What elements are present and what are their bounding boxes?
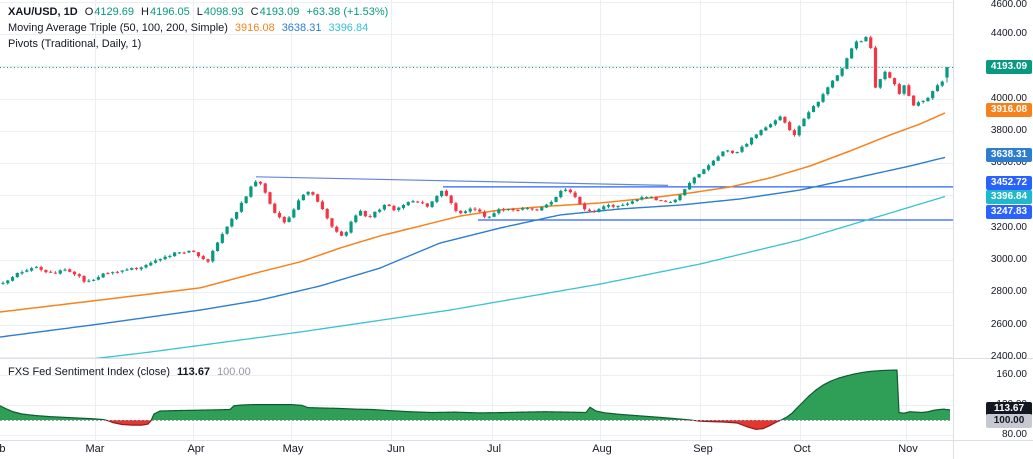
sentiment-baseline-value: 100.00: [217, 366, 251, 378]
sentiment-tick-label: 160.00: [996, 369, 1027, 380]
low-label: L: [196, 6, 203, 18]
open-label: O: [84, 6, 94, 18]
ohlc-close: C 4193.09: [251, 6, 300, 18]
price-tick-label: 3000.00: [990, 254, 1027, 265]
month-label: Jun: [387, 443, 405, 455]
pivots-indicator-title: Pivots (Traditional, Daily, 1): [8, 38, 142, 50]
sentiment-legend-row[interactable]: FXS Fed Sentiment Index (close) 113.67 1…: [8, 364, 251, 380]
ma100-value: 3638.31: [281, 22, 322, 34]
price-axis[interactable]: 4600.00 4400.00 4000.00 3800.00 3600.00 3200.…: [953, 0, 1033, 440]
time-axis[interactable]: Feb Mar Apr May Jun Jul Aug Sep Oct Nov: [0, 440, 953, 459]
ohlc-low: L 4098.93: [197, 6, 244, 18]
price-tick-label: 2800.00: [990, 286, 1027, 298]
sentiment-indicator-title: FXS Fed Sentiment Index (close): [8, 366, 171, 378]
high-value: 4196.05: [149, 6, 190, 18]
main-chart-legend: XAU/USD, 1D O 4129.69 H 4196.05 L 4098.93 C…: [8, 4, 388, 52]
month-label: May: [282, 443, 304, 455]
ohlc-open: O 4129.69: [85, 6, 134, 18]
price-tick-label: 4000.00: [990, 92, 1027, 104]
price-tick-label: 3800.00: [990, 124, 1027, 136]
change-value: +63.38 (+1.53%): [306, 6, 389, 18]
sentiment-value-tag: 113.67: [986, 402, 1032, 416]
ma-legend-row[interactable]: Moving Average Triple (50, 100, 200, Sim…: [8, 20, 388, 36]
month-label: Nov: [898, 443, 918, 455]
month-label: Oct: [793, 443, 811, 455]
price-tag: 3396.84: [986, 190, 1032, 204]
price-tag: 3452.72: [986, 176, 1032, 190]
month-label: Mar: [85, 443, 105, 455]
close-value: 4193.09: [259, 6, 300, 18]
price-tag: 4193.09: [986, 60, 1032, 74]
ohlc-high: H 4196.05: [141, 6, 190, 18]
symbol-legend-row[interactable]: XAU/USD, 1D O 4129.69 H 4196.05 L 4098.93 C…: [8, 4, 388, 20]
price-tick-label: 4600.00: [990, 0, 1027, 10]
month-label: Aug: [592, 443, 612, 455]
sentiment-value-tag: 100.00: [986, 414, 1032, 428]
sentiment-last-value: 113.67: [177, 366, 211, 378]
low-value: 4098.93: [203, 6, 244, 18]
ma200-value: 3396.84: [328, 22, 369, 34]
price-tag: 3247.83: [986, 205, 1032, 219]
price-tick-label: 4400.00: [990, 27, 1027, 39]
pivots-legend-row[interactable]: Pivots (Traditional, Daily, 1): [8, 36, 388, 52]
price-tick-label: 2400.00: [990, 350, 1027, 362]
price-tick-label: 2600.00: [990, 318, 1027, 330]
sentiment-tick-label: 80.00: [1001, 429, 1027, 440]
ma-indicator-title: Moving Average Triple (50, 100, 200, Sim…: [8, 22, 228, 34]
price-tag: 3916.08: [986, 103, 1032, 117]
month-label: Apr: [187, 443, 205, 455]
price-tag: 3638.31: [986, 148, 1032, 162]
high-label: H: [141, 6, 149, 18]
price-tick-label: 3600.00: [990, 157, 1027, 169]
symbol-title: XAU/USD, 1D: [8, 6, 78, 18]
ma50-value: 3916.08: [234, 22, 275, 34]
open-value: 4129.69: [94, 6, 135, 18]
month-label: Feb: [0, 443, 6, 455]
month-label: Sep: [693, 443, 713, 455]
month-label: Jul: [486, 443, 502, 455]
close-label: C: [250, 6, 259, 18]
price-tick-label: 3200.00: [990, 221, 1027, 233]
